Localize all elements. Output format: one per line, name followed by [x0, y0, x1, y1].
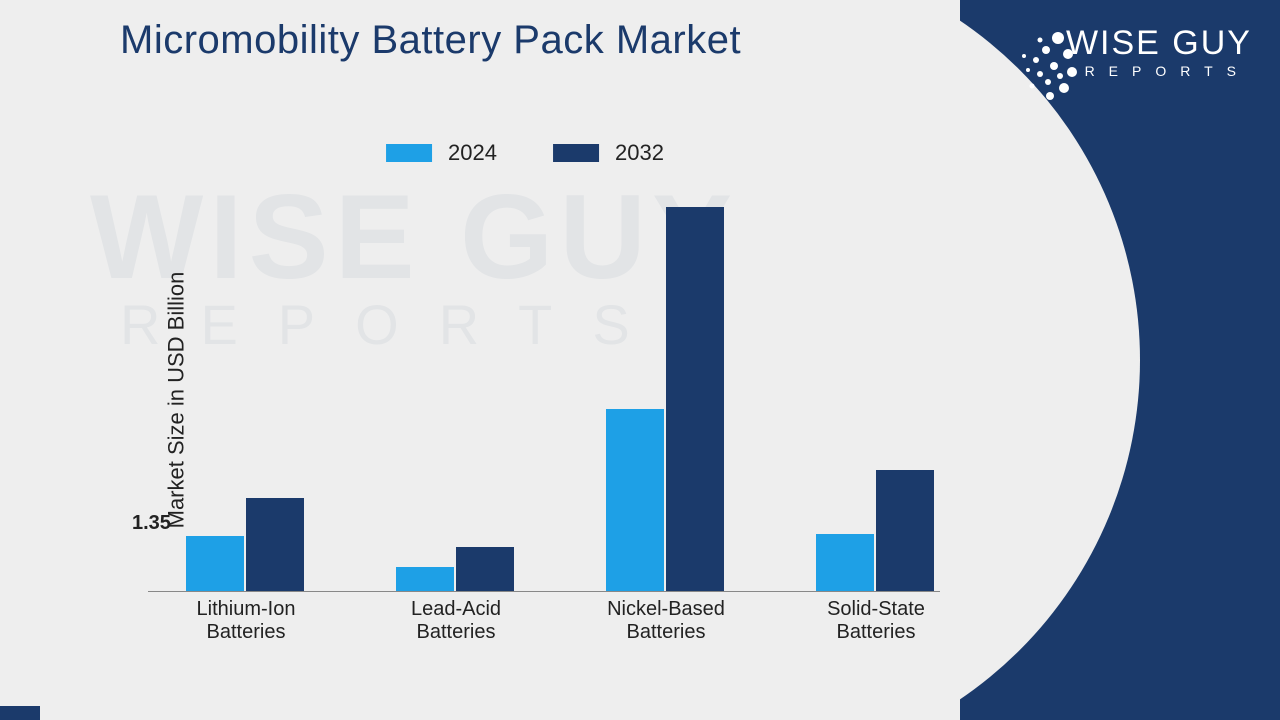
- brand-logo-line1: WISE GUY: [1066, 24, 1252, 63]
- chart-legend: 2024 2032: [386, 140, 664, 166]
- bar-series-2024: [186, 536, 244, 591]
- bar-chart: Market Size in USD Billion 2024 2032 1.3…: [110, 140, 940, 660]
- x-axis-baseline: [148, 591, 940, 592]
- legend-swatch-2024: [386, 144, 432, 162]
- bar-series-2024: [606, 409, 664, 591]
- bar-series-2032: [666, 207, 724, 591]
- bar-series-2032: [456, 547, 514, 591]
- brand-head-icon: [1010, 26, 1080, 106]
- x-axis-category-label: Solid-StateBatteries: [786, 598, 966, 644]
- legend-label-2024: 2024: [448, 140, 497, 166]
- legend-swatch-2032: [553, 144, 599, 162]
- plot-area: 1.35Lithium-IonBatteriesLead-AcidBatteri…: [148, 188, 940, 592]
- x-axis-category-label: Lead-AcidBatteries: [366, 598, 546, 644]
- x-axis-category-label: Lithium-IonBatteries: [156, 598, 336, 644]
- bar-series-2024: [396, 567, 454, 591]
- bar-series-2024: [816, 534, 874, 591]
- page-canvas: WISE GUY REPORTS Micromobility Battery P…: [0, 0, 1280, 720]
- x-axis-category-label: Nickel-BasedBatteries: [576, 598, 756, 644]
- legend-label-2032: 2032: [615, 140, 664, 166]
- chart-title: Micromobility Battery Pack Market: [120, 18, 741, 63]
- brand-logo: WISE GUY REPORTS: [1066, 24, 1252, 79]
- bar-value-label: 1.35: [132, 512, 171, 535]
- bar-series-2032: [246, 498, 304, 591]
- brand-logo-line2: REPORTS: [1066, 63, 1252, 79]
- legend-item-2024: 2024: [386, 140, 497, 166]
- legend-item-2032: 2032: [553, 140, 664, 166]
- bar-series-2032: [876, 470, 934, 591]
- bottom-accent-strip: [0, 706, 40, 720]
